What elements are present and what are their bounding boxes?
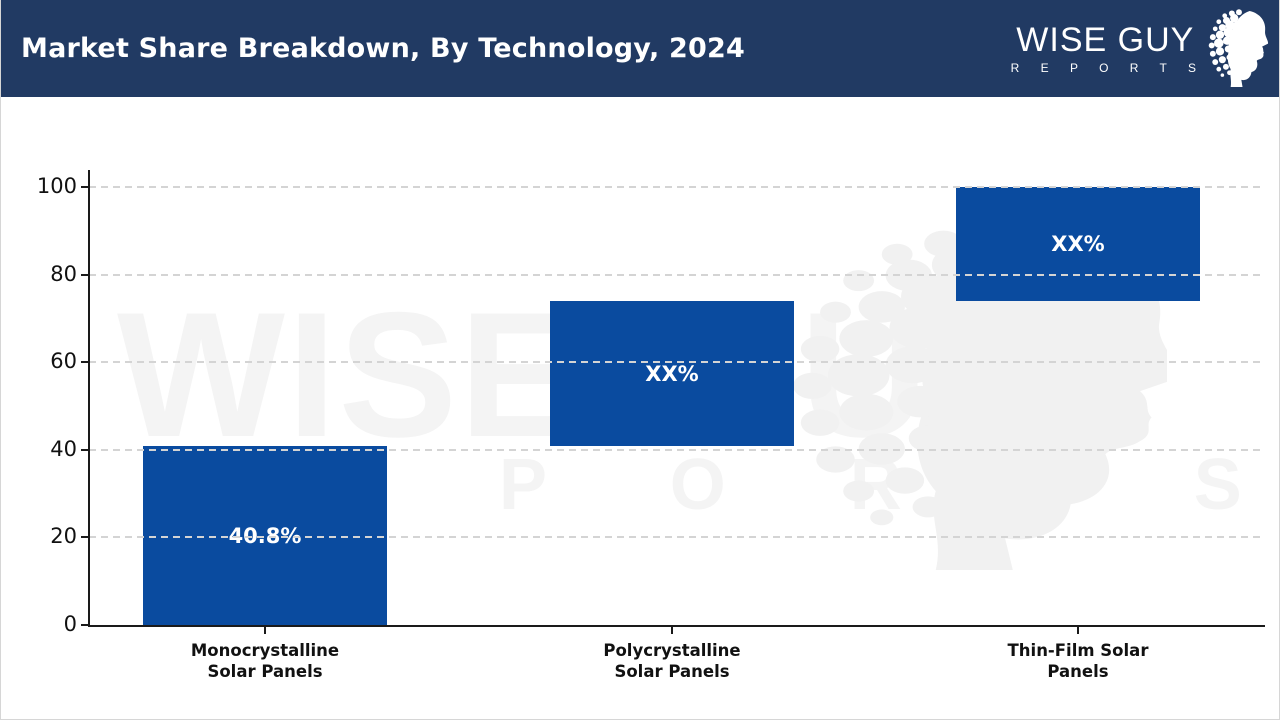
x-axis-category-label: Polycrystalline Solar Panels [522, 640, 822, 682]
bar-segment: XX% [550, 300, 794, 447]
y-axis-tick [81, 186, 89, 188]
x-axis-line [88, 625, 1265, 627]
chart-title: Market Share Breakdown, By Technology, 2… [21, 33, 746, 64]
x-axis-category-line: Solar Panels [207, 662, 323, 681]
x-axis-category-line: Solar Panels [614, 662, 730, 681]
logo-subtitle: R E P O R T S [1010, 61, 1205, 75]
x-axis-tick [264, 627, 266, 634]
gridline [89, 273, 1265, 276]
x-axis-category-label: Monocrystalline Solar Panels [115, 640, 415, 682]
y-axis-tick-label: 40 [50, 436, 77, 461]
logo-wordmark: WISE GUY [1016, 21, 1195, 59]
y-axis-tick-label: 60 [50, 349, 77, 374]
bar-segment: XX% [956, 187, 1200, 301]
wiseguy-logo: WISE GUY R E P O R T S [1006, 8, 1271, 90]
x-axis-category-label: Thin-Film Solar Panels [928, 640, 1228, 682]
gridline [89, 361, 1265, 364]
gridline [89, 536, 1265, 539]
y-axis-tick-label: 80 [50, 261, 77, 286]
bar-value-label: XX% [645, 361, 699, 386]
gridline [89, 186, 1265, 188]
x-axis-category-line: Thin-Film Solar [1007, 641, 1149, 660]
gridline [89, 448, 1265, 451]
y-axis-tick [81, 448, 89, 451]
y-axis-tick [81, 361, 89, 364]
x-axis-tick [671, 627, 673, 634]
x-axis-category-line: Polycrystalline [603, 641, 741, 660]
bar-segment: 40.8% [143, 446, 387, 625]
x-axis-tick [1077, 627, 1079, 634]
wiseguy-logo-text: WISE GUY R E P O R T S [1006, 22, 1205, 75]
bar-value-label: XX% [1051, 231, 1105, 256]
y-axis-tick-label: 0 [63, 612, 77, 636]
y-axis-tick [81, 273, 89, 276]
y-axis-tick [81, 536, 89, 539]
header-bar: Market Share Breakdown, By Technology, 2… [1, 0, 1279, 97]
y-axis-line [88, 170, 90, 627]
y-axis-tick-label: 100 [36, 174, 77, 198]
x-axis-category-line: Monocrystalline [190, 641, 340, 660]
bar-value-label: 40.8% [228, 523, 302, 548]
x-axis-category-line: Panels [1047, 662, 1109, 681]
y-axis-tick [81, 624, 89, 626]
wiseguy-head-icon [1208, 8, 1269, 87]
y-axis-tick-label: 20 [50, 524, 77, 549]
